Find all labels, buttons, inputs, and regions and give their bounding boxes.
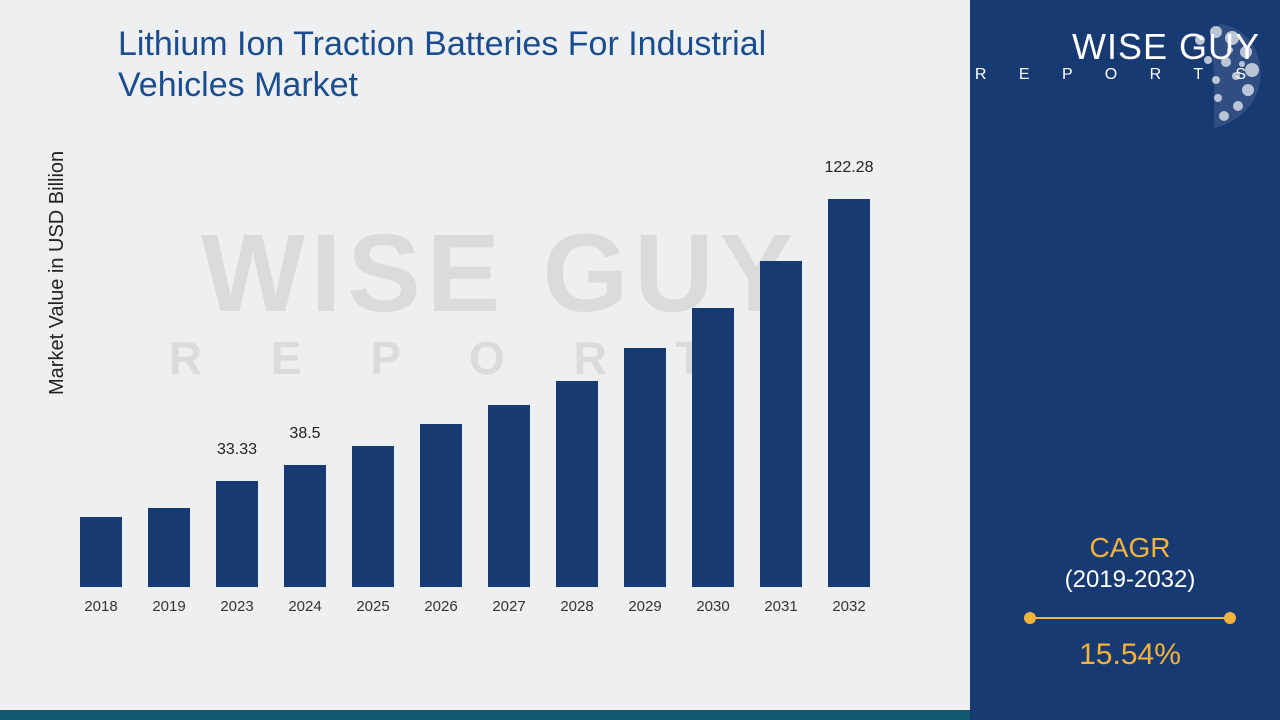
bar	[692, 308, 734, 587]
bar	[420, 424, 462, 587]
bar-value-label: 33.33	[217, 441, 257, 459]
x-axis-label: 2018	[84, 598, 117, 615]
cagr-range: (2019-2032)	[980, 566, 1280, 594]
y-axis-label: Market Value in USD Billion	[46, 151, 69, 395]
bar-value-label: 38.5	[289, 425, 320, 443]
x-axis-label: 2032	[832, 598, 865, 615]
x-axis-label: 2030	[696, 598, 729, 615]
brand-logo: WISE GUY R E P O R T S	[975, 26, 1260, 84]
dot-icon	[1024, 612, 1036, 624]
bar	[760, 261, 802, 587]
cagr-box: CAGR (2019-2032) 15.54%	[980, 532, 1280, 672]
bottom-strip	[0, 710, 970, 720]
bar	[284, 465, 326, 587]
cagr-value: 15.54%	[980, 638, 1280, 672]
x-axis-label: 2029	[628, 598, 661, 615]
brand-line2: R E P O R T S	[975, 66, 1260, 84]
x-axis-label: 2028	[560, 598, 593, 615]
x-axis-label: 2025	[356, 598, 389, 615]
bar	[148, 508, 190, 587]
x-axis-label: 2024	[288, 598, 321, 615]
x-axis-label: 2027	[492, 598, 525, 615]
bar	[556, 381, 598, 587]
bar	[216, 481, 258, 587]
x-axis-label: 2031	[764, 598, 797, 615]
bar	[624, 348, 666, 587]
bar	[352, 446, 394, 587]
x-axis-label: 2026	[424, 598, 457, 615]
plot-area: 33.3338.5122.28	[80, 175, 900, 587]
bar	[488, 405, 530, 587]
page-title: Lithium Ion Traction Batteries For Indus…	[118, 24, 838, 106]
bar	[828, 199, 870, 587]
stage: WISE GUY R E P O R T S Lithium Ion Tract…	[0, 0, 1280, 720]
cagr-divider	[1026, 612, 1234, 624]
x-axis-label: 2019	[152, 598, 185, 615]
cagr-label: CAGR	[980, 532, 1280, 564]
bar-chart: 33.3338.5122.28 201820192023202420252026…	[80, 175, 900, 615]
brand-line1: WISE GUY	[975, 26, 1260, 68]
x-axis-label: 2023	[220, 598, 253, 615]
bar	[80, 517, 122, 587]
dot-icon	[1224, 612, 1236, 624]
bar-value-label: 122.28	[825, 159, 874, 177]
